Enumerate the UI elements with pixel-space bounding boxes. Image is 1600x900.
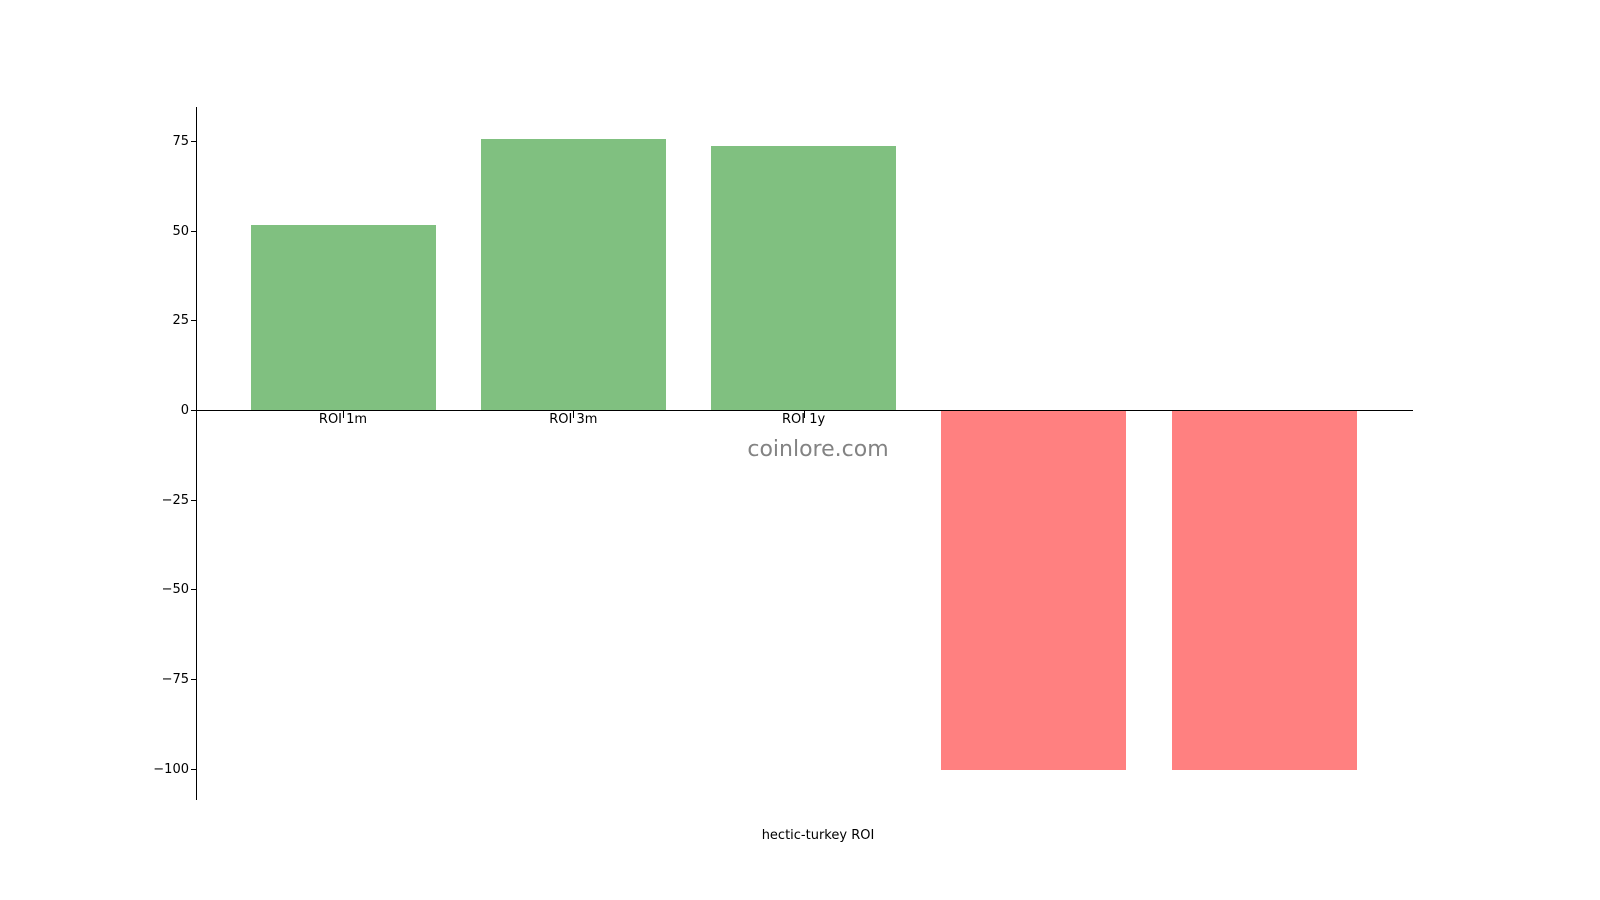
x-tick-label: ROI 1m xyxy=(318,412,368,427)
bar-roi-1m xyxy=(250,224,436,411)
bar-roi-1y xyxy=(711,145,897,411)
y-tick-mark xyxy=(191,230,196,232)
y-tick-mark xyxy=(191,320,196,322)
y-tick-label: −100 xyxy=(153,761,189,777)
x-tick-label: ROI 3m xyxy=(549,412,598,427)
x-tick-label: ROI 1y xyxy=(781,412,826,427)
y-tick-label: −50 xyxy=(161,582,189,598)
bar-roi-3m xyxy=(480,138,666,411)
x-tick-mark xyxy=(343,411,344,418)
y-tick-mark xyxy=(191,141,196,143)
y-tick-mark xyxy=(191,678,196,680)
y-tick-label: −25 xyxy=(161,492,189,508)
y-axis-spine xyxy=(196,107,197,800)
y-tick-mark xyxy=(191,589,196,591)
y-tick-label: 50 xyxy=(172,223,189,239)
y-tick-label: 75 xyxy=(172,134,189,150)
y-tick-mark xyxy=(191,410,196,411)
x-axis-zero-line xyxy=(196,410,1413,411)
x-tick-mark xyxy=(803,411,805,418)
y-tick-mark xyxy=(191,499,196,501)
y-tick-mark xyxy=(191,768,196,770)
chart-title: hectic-turkey ROI xyxy=(761,828,875,843)
x-tick-mark xyxy=(573,411,575,418)
bar-4 xyxy=(941,411,1127,770)
y-tick-label: −75 xyxy=(161,671,189,687)
bar-5 xyxy=(1171,411,1357,770)
y-tick-label: 0 xyxy=(180,403,189,418)
y-tick-label: 25 xyxy=(172,313,189,329)
watermark-text: coinlore.com xyxy=(747,437,889,462)
